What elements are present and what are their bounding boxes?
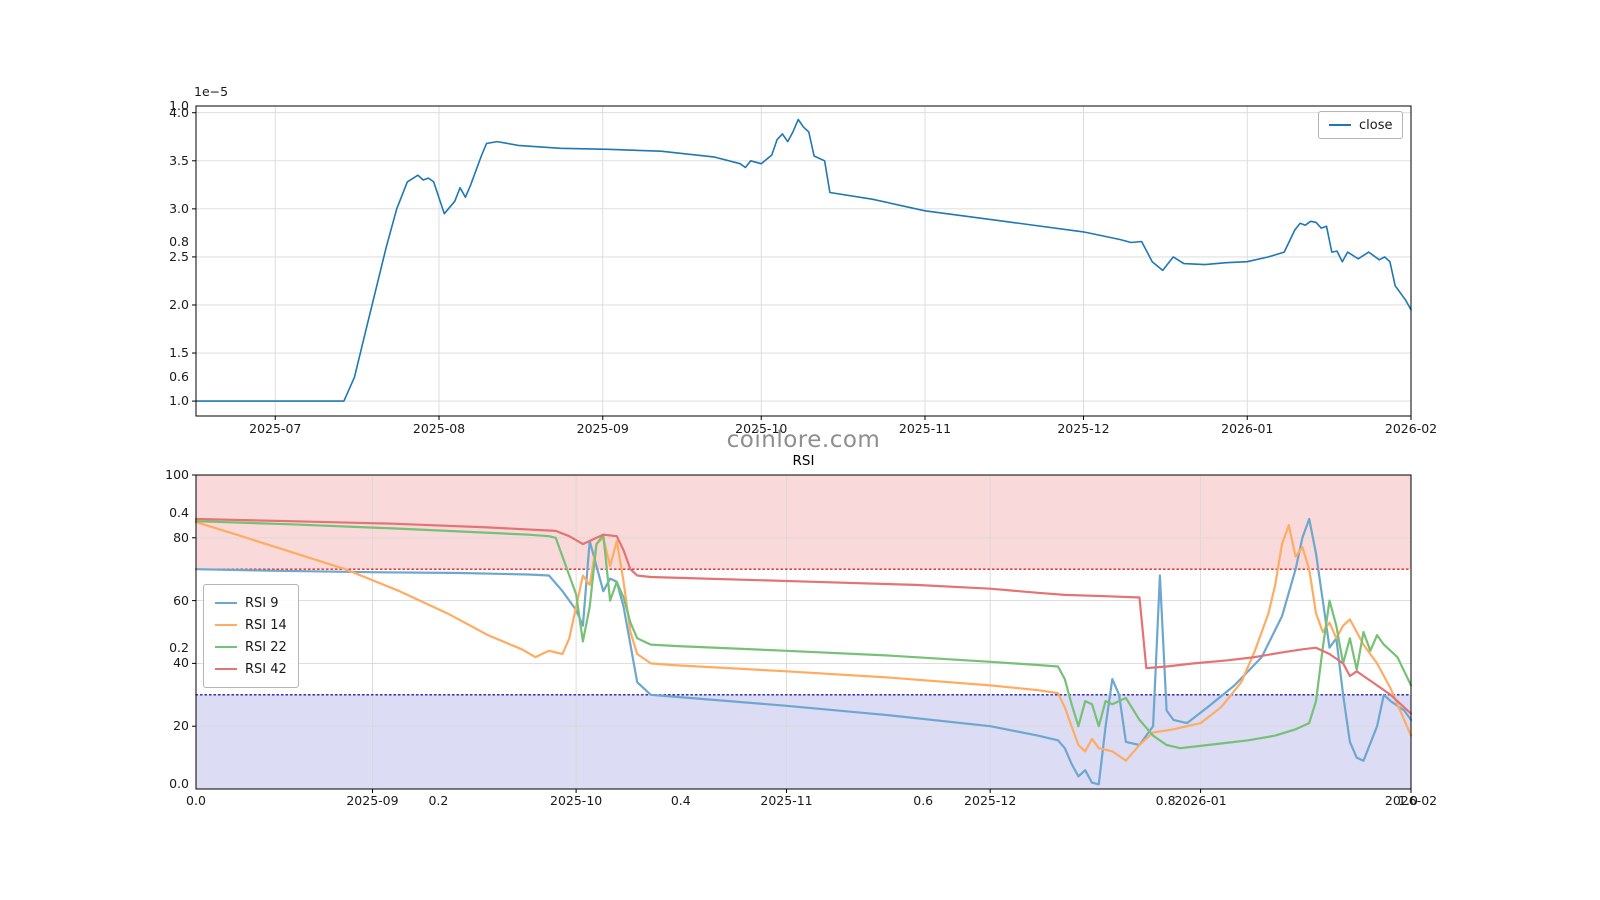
x-tick-label: 2025-11 bbox=[760, 793, 813, 808]
y-tick-label: 40 bbox=[173, 655, 189, 671]
x-tick-label: 2025-12 bbox=[964, 793, 1017, 808]
price-close-chart bbox=[192, 105, 1412, 420]
legend-line-swatch bbox=[215, 646, 237, 648]
series-rsi-42 bbox=[194, 517, 1413, 715]
rsi-subplot-title: RSI bbox=[792, 453, 815, 469]
legend-label: RSI 22 bbox=[245, 639, 287, 655]
legend-item-rsi-9: RSI 9 bbox=[215, 592, 287, 614]
axes-spine bbox=[195, 474, 1412, 790]
y-tick-label: 3.5 bbox=[169, 152, 189, 168]
y-tick-label: 2.0 bbox=[169, 296, 189, 312]
hidden-axis-x-tick-label: 0.8 bbox=[1155, 793, 1176, 808]
x-tick-label: 2025-12 bbox=[1057, 421, 1110, 436]
x-tick-label: 2026-02 bbox=[1384, 421, 1438, 436]
legend-line-swatch bbox=[215, 668, 237, 670]
hidden-axis-x-tick-label: 0.4 bbox=[670, 793, 691, 808]
y-tick-label: 1.0 bbox=[169, 393, 189, 409]
y-tick-label: 4.0 bbox=[169, 104, 189, 120]
series-rsi-22 bbox=[194, 520, 1413, 750]
x-tick-label: 2026-01 bbox=[1221, 421, 1274, 436]
legend-close: close bbox=[1318, 111, 1404, 139]
legend-item-rsi-22: RSI 22 bbox=[215, 636, 287, 658]
legend-item-rsi-14: RSI 14 bbox=[215, 614, 287, 636]
legend-item-close: close bbox=[1329, 117, 1392, 133]
hidden-axis-x-tick-label: 0.6 bbox=[913, 793, 934, 808]
series-rsi-14 bbox=[194, 520, 1413, 762]
legend-line-swatch bbox=[215, 624, 237, 626]
legend-label: RSI 14 bbox=[245, 617, 287, 633]
hidden-axis-y-tick-label: 0.2 bbox=[169, 640, 189, 656]
y-tick-label: 3.0 bbox=[169, 200, 189, 216]
x-tick-label: 2025-10 bbox=[549, 793, 603, 808]
x-tick-label: 2026-02 bbox=[1384, 793, 1438, 808]
hidden-axis-y-tick-label: 0.6 bbox=[169, 369, 189, 385]
series-close bbox=[195, 118, 1412, 402]
hidden-axis-y-tick-label: 0.8 bbox=[169, 233, 189, 249]
y-tick-label: 80 bbox=[173, 529, 189, 545]
y-tick-label: 60 bbox=[173, 592, 189, 608]
legend-rsi: RSI 9 RSI 14 RSI 22 RSI 42 bbox=[203, 584, 299, 688]
watermark: coinlore.com bbox=[726, 427, 881, 453]
x-tick-label: 2025-07 bbox=[249, 421, 302, 436]
legend-line-swatch bbox=[1329, 124, 1351, 126]
hidden-axis-x-tick-label: 0.2 bbox=[428, 793, 449, 808]
rsi-chart bbox=[192, 474, 1413, 793]
y-tick-label: 1.5 bbox=[169, 345, 189, 361]
hidden-axis-y-tick-label: 0.0 bbox=[169, 776, 189, 791]
y-tick-label: 100 bbox=[165, 467, 189, 482]
x-tick-label: 2025-11 bbox=[898, 421, 952, 436]
band-0 bbox=[196, 475, 1411, 570]
x-tick-label: 2025-09 bbox=[346, 793, 399, 808]
hidden-axis-x-tick-label: 0.0 bbox=[186, 793, 206, 808]
x-tick-label: 2025-09 bbox=[576, 421, 629, 436]
legend-label: RSI 42 bbox=[245, 661, 287, 677]
legend-label: close bbox=[1359, 117, 1393, 133]
legend-item-rsi-42: RSI 42 bbox=[215, 658, 287, 680]
y-axis-offset-label: 1e−5 bbox=[194, 84, 229, 99]
x-tick-label: 2025-08 bbox=[412, 421, 466, 436]
hidden-axis-y-tick-label: 1.0 bbox=[169, 98, 189, 113]
hidden-axis-y-tick-label: 0.4 bbox=[169, 504, 189, 520]
axes-spine bbox=[195, 105, 1412, 417]
y-tick-label: 2.5 bbox=[169, 248, 189, 264]
hidden-axis-x-tick-label: 1.0 bbox=[1398, 793, 1418, 808]
y-tick-label: 20 bbox=[173, 718, 189, 734]
x-tick-label: 2026-01 bbox=[1174, 793, 1227, 808]
x-tick-label: 2025-10 bbox=[735, 421, 788, 436]
legend-label: RSI 9 bbox=[245, 595, 279, 611]
legend-line-swatch bbox=[215, 602, 237, 604]
band-1 bbox=[196, 694, 1411, 789]
